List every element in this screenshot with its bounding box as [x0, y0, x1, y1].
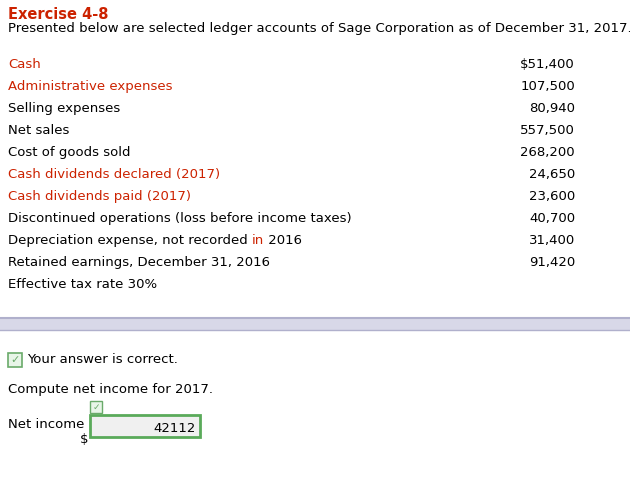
- Text: Net income: Net income: [8, 418, 84, 431]
- Text: 2016: 2016: [264, 234, 302, 247]
- Text: Discontinued operations (loss before income taxes): Discontinued operations (loss before inc…: [8, 212, 352, 225]
- Text: Cost of goods sold: Cost of goods sold: [8, 146, 130, 159]
- Text: 268,200: 268,200: [520, 146, 575, 159]
- Text: Effective tax rate 30%: Effective tax rate 30%: [8, 278, 157, 291]
- FancyBboxPatch shape: [90, 401, 102, 413]
- Text: 80,940: 80,940: [529, 102, 575, 115]
- Text: 557,500: 557,500: [520, 124, 575, 137]
- Text: Administrative expenses: Administrative expenses: [8, 80, 173, 93]
- Text: Your answer is correct.: Your answer is correct.: [27, 353, 178, 366]
- FancyBboxPatch shape: [8, 353, 22, 367]
- FancyBboxPatch shape: [0, 318, 630, 330]
- Text: Exercise 4-8: Exercise 4-8: [8, 7, 108, 22]
- Text: ✓: ✓: [10, 355, 20, 365]
- FancyBboxPatch shape: [90, 415, 200, 437]
- Text: Cash dividends paid (2017): Cash dividends paid (2017): [8, 190, 191, 203]
- Text: Selling expenses: Selling expenses: [8, 102, 120, 115]
- Text: Retained earnings, December 31, 2016: Retained earnings, December 31, 2016: [8, 256, 270, 269]
- Text: Cash: Cash: [8, 58, 41, 71]
- Text: ✓: ✓: [92, 402, 100, 411]
- Text: $51,400: $51,400: [520, 58, 575, 71]
- Text: 31,400: 31,400: [529, 234, 575, 247]
- Text: Presented below are selected ledger accounts of Sage Corporation as of December : Presented below are selected ledger acco…: [8, 22, 630, 35]
- Text: Cash dividends declared (2017): Cash dividends declared (2017): [8, 168, 220, 181]
- Text: 23,600: 23,600: [529, 190, 575, 203]
- Text: 40,700: 40,700: [529, 212, 575, 225]
- Text: $: $: [79, 433, 88, 446]
- Text: 107,500: 107,500: [520, 80, 575, 93]
- Text: 24,650: 24,650: [529, 168, 575, 181]
- Text: in: in: [252, 234, 264, 247]
- Text: 91,420: 91,420: [529, 256, 575, 269]
- Text: Net sales: Net sales: [8, 124, 69, 137]
- Text: Depreciation expense, not recorded: Depreciation expense, not recorded: [8, 234, 252, 247]
- Text: Compute net income for 2017.: Compute net income for 2017.: [8, 383, 213, 396]
- Text: 42112: 42112: [154, 422, 196, 434]
